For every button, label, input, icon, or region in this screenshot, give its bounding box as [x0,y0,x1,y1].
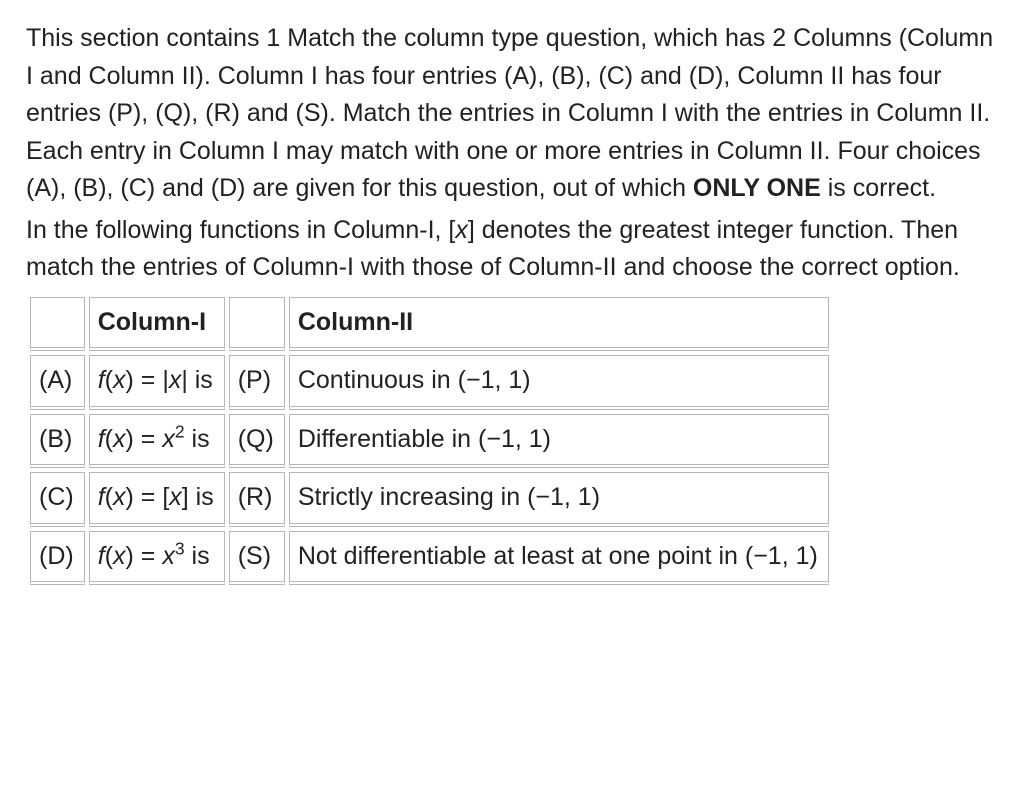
header-column-ii: Column-II [289,297,829,352]
row-a-function: f(x) = |x| is [89,355,225,410]
header-column-i: Column-I [89,297,225,352]
row-c-function: f(x) = [x] is [89,472,225,527]
p1-only-one: ONLY ONE [693,174,821,202]
row-r-desc: Strictly increasing in (−1, 1) [289,472,829,527]
row-s-desc: Not differentiable at least at one point… [289,531,829,586]
row-r-label: (R) [229,472,285,527]
instruction-paragraph-1: This section contains 1 Match the column… [26,20,1004,208]
table-header-row: Column-I Column-II [30,297,829,352]
row-d-function: f(x) = x3 is [89,531,225,586]
row-p-desc: Continuous in (−1, 1) [289,355,829,410]
table-row: (D) f(x) = x3 is (S) Not differentiable … [30,531,829,586]
row-p-label: (P) [229,355,285,410]
header-empty-2 [229,297,285,352]
table-row: (C) f(x) = [x] is (R) Strictly increasin… [30,472,829,527]
row-c-label: (C) [30,472,85,527]
header-empty-1 [30,297,85,352]
row-s-label: (S) [229,531,285,586]
table-row: (A) f(x) = |x| is (P) Continuous in (−1,… [30,355,829,410]
row-q-desc: Differentiable in (−1, 1) [289,414,829,469]
p1-text-2: is correct. [821,174,936,202]
match-table: Column-I Column-II (A) f(x) = |x| is (P)… [26,293,833,590]
table-row: (B) f(x) = x2 is (Q) Differentiable in (… [30,414,829,469]
row-a-label: (A) [30,355,85,410]
p2-x: x [455,216,468,244]
instruction-paragraph-2: In the following functions in Column-I, … [26,212,1004,287]
row-d-label: (D) [30,531,85,586]
row-b-label: (B) [30,414,85,469]
row-b-function: f(x) = x2 is [89,414,225,469]
p2-text-1: In the following functions in Column-I, … [26,216,455,244]
row-q-label: (Q) [229,414,285,469]
